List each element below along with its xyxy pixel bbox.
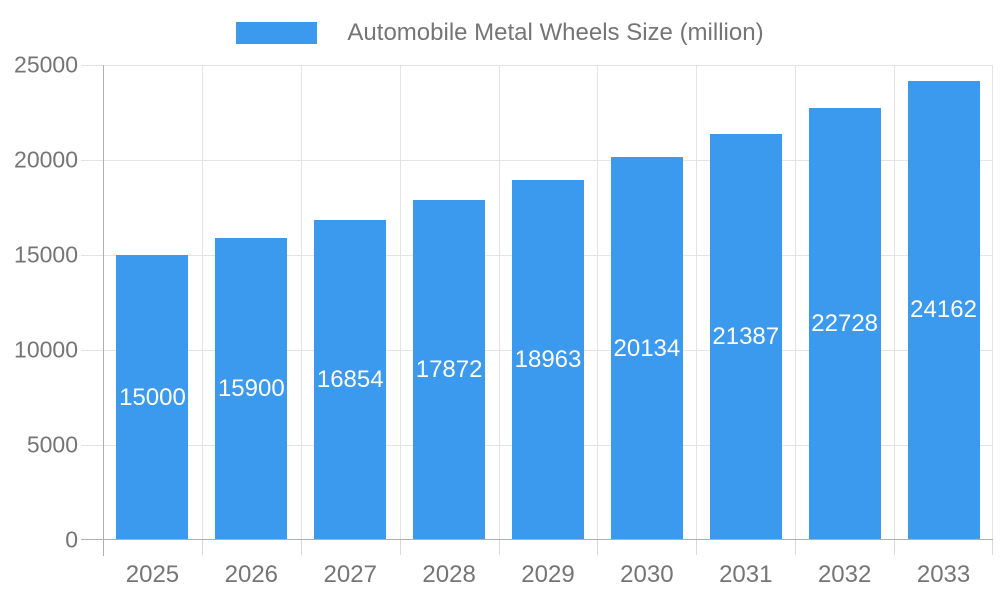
x-axis-tick bbox=[992, 540, 993, 555]
x-axis-tick-label: 2026 bbox=[224, 561, 279, 588]
x-axis-tick bbox=[498, 540, 500, 555]
bar-value-label: 21387 bbox=[712, 322, 780, 350]
bar-2033[interactable]: 24162 bbox=[907, 80, 980, 540]
legend-label: Automobile Metal Wheels Size (million) bbox=[347, 19, 764, 46]
y-axis-tick-label: 10000 bbox=[14, 336, 78, 363]
bar-value-label: 24162 bbox=[910, 296, 977, 324]
bar-value-label: 20134 bbox=[613, 334, 681, 362]
y-axis-line bbox=[103, 65, 104, 556]
gridline-horizontal bbox=[81, 65, 993, 66]
gridline-vertical bbox=[894, 65, 896, 540]
bar-value-label: 15000 bbox=[119, 383, 186, 411]
x-axis-tick bbox=[894, 540, 896, 555]
x-axis-tick bbox=[696, 540, 698, 555]
x-axis-tick-label: 2030 bbox=[620, 561, 674, 588]
legend-item[interactable]: Automobile Metal Wheels Size (million) bbox=[0, 19, 1000, 46]
x-axis-tick bbox=[399, 540, 401, 555]
x-axis-line bbox=[81, 539, 993, 540]
x-axis-tick bbox=[597, 540, 599, 555]
legend-swatch bbox=[236, 22, 318, 44]
gridline-vertical bbox=[300, 65, 302, 540]
x-axis-tick-label: 2033 bbox=[916, 561, 971, 588]
bar-2029[interactable]: 18963 bbox=[512, 179, 584, 540]
x-axis-tick-label: 2029 bbox=[521, 561, 575, 588]
bar-2027[interactable]: 16854 bbox=[314, 219, 387, 540]
plot-area: 15000 15900 16854 17872 18963 20134 21387 22728… bbox=[81, 65, 993, 556]
gridline-vertical bbox=[795, 65, 797, 540]
x-axis-tick bbox=[201, 540, 203, 555]
gridline-vertical bbox=[201, 65, 203, 540]
bar-value-label: 15900 bbox=[217, 374, 285, 402]
bar-value-label: 18963 bbox=[514, 345, 582, 373]
y-axis-tick-label: 25000 bbox=[14, 51, 78, 78]
bar-2031[interactable]: 21387 bbox=[709, 133, 782, 540]
x-axis-tick-label: 2032 bbox=[817, 561, 872, 588]
bar-2030[interactable]: 20134 bbox=[610, 157, 683, 540]
x-axis-tick bbox=[300, 540, 302, 555]
y-axis-tick-label: 20000 bbox=[14, 146, 78, 173]
gridline-vertical bbox=[992, 65, 993, 540]
x-axis-tick-label: 2025 bbox=[125, 561, 180, 588]
y-axis-tick-label: 0 bbox=[65, 526, 78, 553]
bar-2032[interactable]: 22728 bbox=[808, 108, 881, 540]
bar-2025[interactable]: 15000 bbox=[116, 255, 189, 540]
x-axis-tick bbox=[795, 540, 797, 555]
gridline-vertical bbox=[597, 65, 599, 540]
bar-value-label: 16854 bbox=[316, 365, 384, 393]
bar-2026[interactable]: 15900 bbox=[215, 237, 288, 540]
x-axis-tick-label: 2031 bbox=[719, 561, 773, 588]
gridline-vertical bbox=[399, 65, 401, 540]
bar-2028[interactable]: 17872 bbox=[413, 200, 486, 540]
y-axis-tick-label: 5000 bbox=[26, 431, 78, 458]
bar-value-label: 22728 bbox=[811, 310, 879, 338]
y-axis-tick-label: 15000 bbox=[14, 241, 78, 268]
gridline-vertical bbox=[696, 65, 698, 540]
gridline-horizontal bbox=[81, 160, 993, 161]
gridline-vertical bbox=[498, 65, 500, 540]
x-axis-tick-label: 2027 bbox=[323, 561, 377, 588]
bar-value-label: 17872 bbox=[415, 356, 483, 384]
x-axis-tick-label: 2028 bbox=[422, 561, 476, 588]
